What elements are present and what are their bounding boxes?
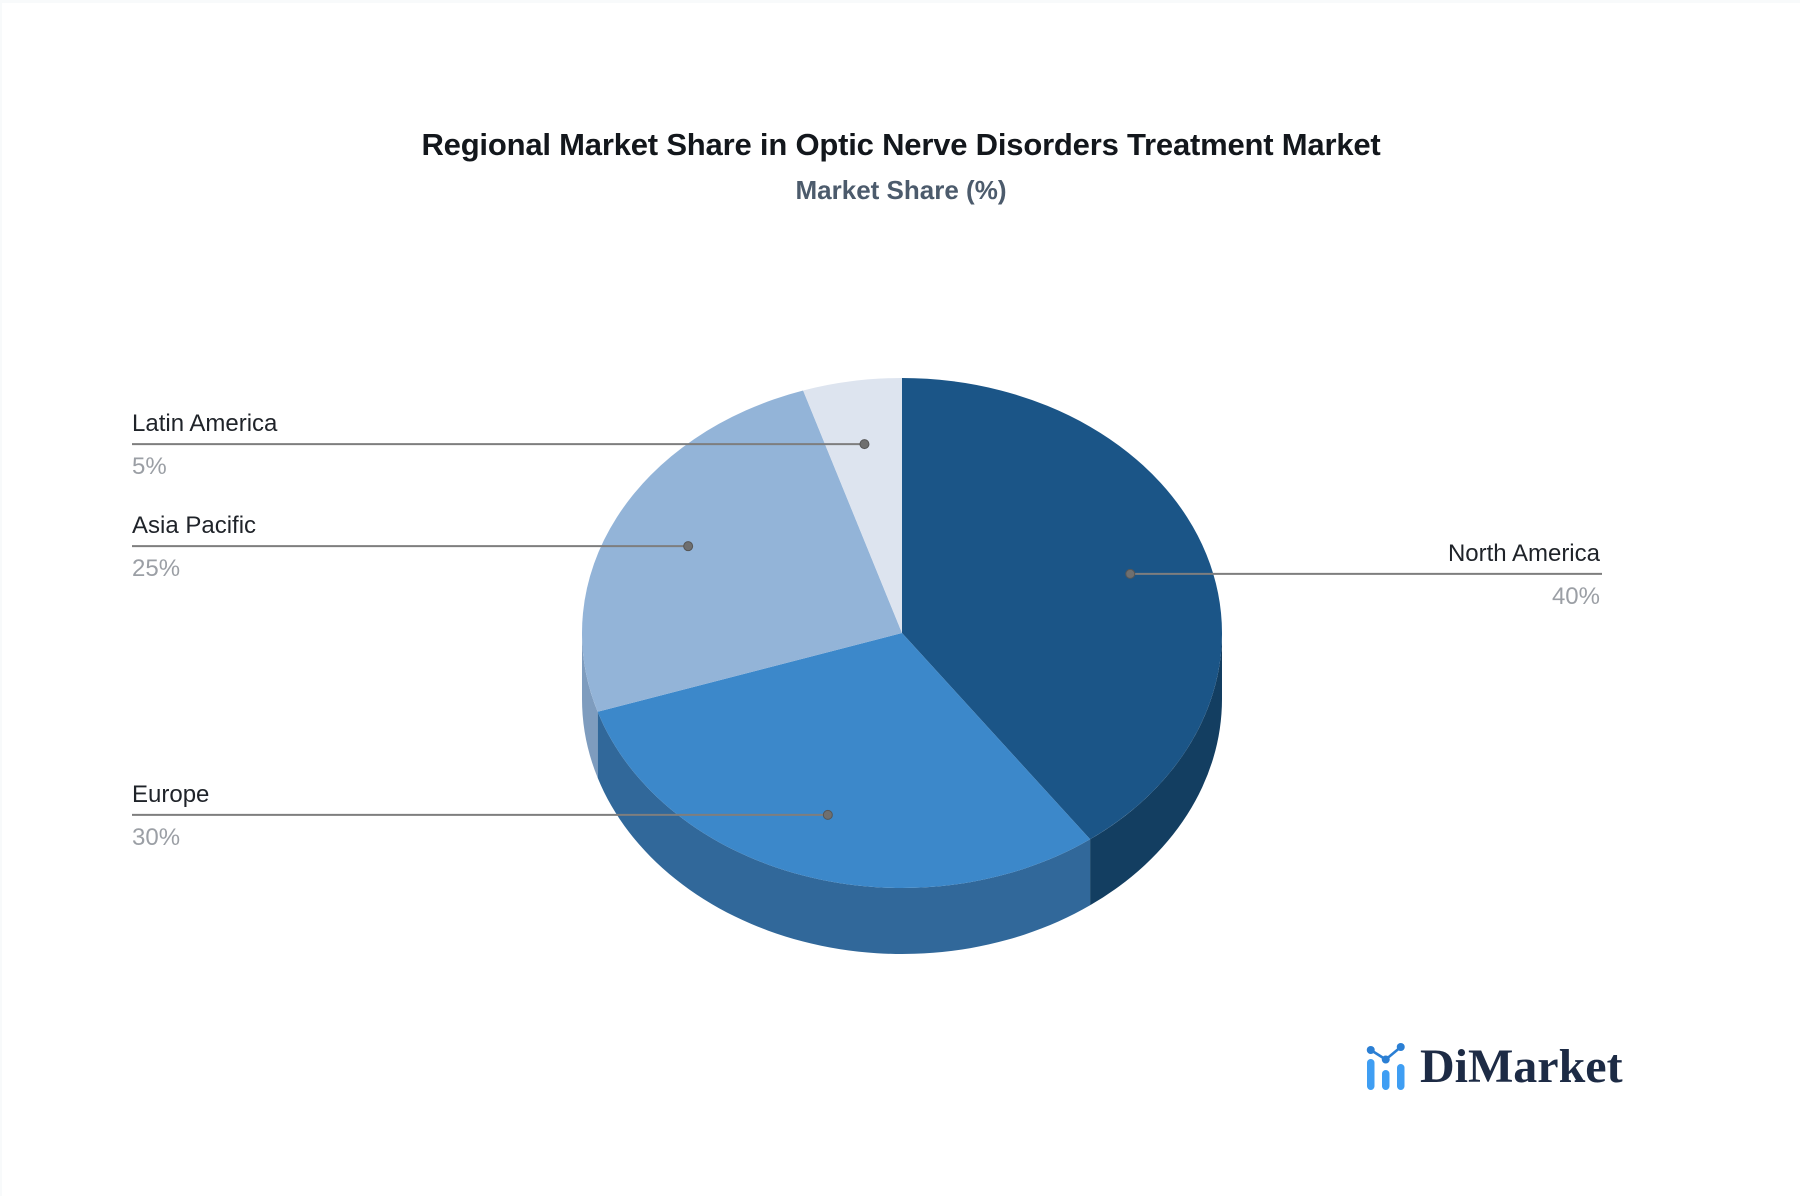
slice-name: Asia Pacific bbox=[132, 512, 257, 540]
chart-title: Regional Market Share in Optic Nerve Dis… bbox=[421, 127, 1381, 162]
slice-value: 30% bbox=[132, 823, 181, 851]
pie-slice-asia-pacific[interactable] bbox=[582, 390, 902, 712]
leader-dot-latin-america bbox=[859, 439, 870, 450]
bar-chart-trend-icon bbox=[1366, 1043, 1405, 1090]
leader-dot-north-america bbox=[1125, 568, 1136, 579]
callout-north-america: North America 40% bbox=[1448, 539, 1600, 612]
pie-slice-latin-america[interactable] bbox=[803, 378, 902, 633]
pie-slice-north-america[interactable] bbox=[902, 378, 1223, 840]
callout-asia-pacific: Asia Pacific 25% bbox=[132, 511, 256, 584]
pie-slice-side-asia-pacific bbox=[582, 633, 598, 778]
logo-wordmark: DiMarket bbox=[1420, 1040, 1623, 1093]
slice-name: Europe bbox=[132, 780, 210, 808]
dimarket-logo: DiMarket bbox=[1365, 1041, 1623, 1093]
callout-latin-america: Latin America 5% bbox=[132, 409, 277, 482]
leader-dot-europe bbox=[822, 809, 833, 820]
pie-slice-side-north-america bbox=[1090, 633, 1222, 906]
leader-dot-asia-pacific bbox=[683, 541, 694, 552]
slice-name: North America bbox=[1447, 539, 1600, 567]
pie-chart[interactable] bbox=[2, 3, 1800, 1196]
pie-slice-side-europe bbox=[597, 711, 1091, 954]
slice-value: 40% bbox=[1551, 582, 1600, 610]
slice-value: 5% bbox=[132, 453, 167, 481]
chart-subtitle: Market Share (%) bbox=[795, 175, 1007, 205]
slice-value: 25% bbox=[132, 555, 181, 583]
callout-europe: Europe 30% bbox=[132, 780, 209, 853]
pie-slice-europe[interactable] bbox=[597, 633, 1091, 889]
slice-name: Latin America bbox=[132, 410, 278, 438]
